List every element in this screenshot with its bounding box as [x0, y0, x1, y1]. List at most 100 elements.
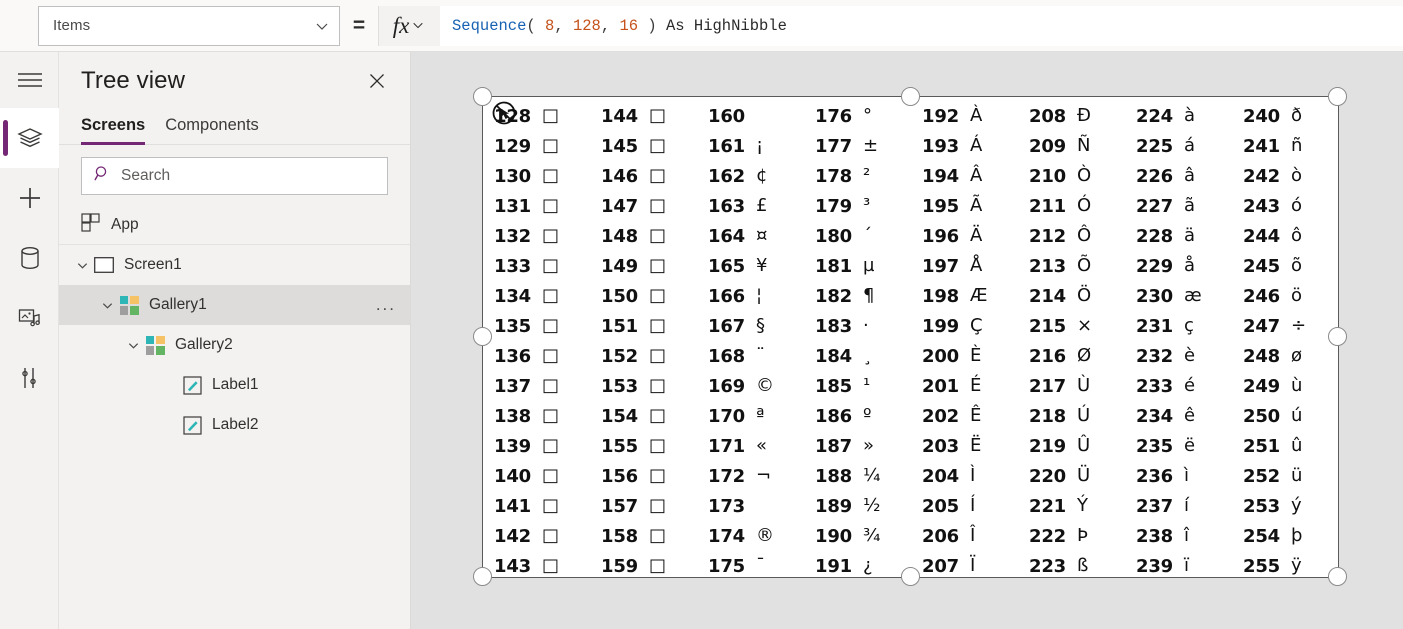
char-code: 152 — [601, 345, 638, 367]
char-glyph: À — [970, 105, 983, 126]
formula-token-pun: ( — [526, 16, 546, 35]
hamburger-menu-icon[interactable] — [0, 52, 59, 108]
tree-item-label2[interactable]: Label2 — [59, 405, 410, 445]
char-code: 168 — [708, 345, 745, 367]
char-code: 206 — [922, 525, 959, 547]
char-code: 181 — [815, 255, 852, 277]
handle-middle-left[interactable] — [473, 327, 492, 346]
char-column-240-255: 240 ð 241 ñ 242 ò 243 ó 244 ô 245 õ 246 ö 247 ÷ 248 ø 249 ù… — [1232, 97, 1338, 577]
char-row: 147 □ — [590, 191, 697, 221]
char-code: 254 — [1243, 525, 1280, 547]
database-data-icon[interactable] — [0, 228, 59, 288]
char-row: 217 Ù — [1018, 371, 1125, 401]
char-code: 223 — [1029, 555, 1066, 577]
more-options-icon[interactable]: ... — [375, 295, 396, 314]
char-row: 175 ¯ — [697, 551, 804, 577]
gallery1-control[interactable]: 128 □ 129 □ 130 □ 131 □ 132 □ 133 □ 134 □ 135 □ 136 □ 137 □… — [483, 97, 1338, 577]
char-glyph: Ë — [970, 435, 982, 456]
char-row: 168 ¨ — [697, 341, 804, 371]
search-placeholder: Search — [121, 167, 171, 184]
char-glyph: Ü — [1077, 465, 1091, 486]
char-glyph: □ — [542, 105, 560, 126]
char-code: 243 — [1243, 195, 1280, 217]
char-glyph: □ — [542, 255, 560, 276]
char-glyph: ¿ — [863, 555, 873, 576]
handle-top-right[interactable] — [1328, 87, 1347, 106]
char-row: 236 ì — [1125, 461, 1232, 491]
tree-item-app[interactable]: App — [59, 205, 410, 245]
layers-tree-icon[interactable] — [0, 108, 59, 168]
char-glyph: õ — [1291, 255, 1303, 276]
char-glyph: Ð — [1077, 105, 1091, 126]
handle-bottom-left[interactable] — [473, 567, 492, 586]
handle-bottom-right[interactable] — [1328, 567, 1347, 586]
handle-bottom-center[interactable] — [901, 567, 920, 586]
char-code: 156 — [601, 465, 638, 487]
char-row: 172 ¬ — [697, 461, 804, 491]
char-glyph: ü — [1291, 465, 1303, 486]
plus-insert-icon[interactable] — [0, 168, 59, 228]
char-row: 167 § — [697, 311, 804, 341]
search-input[interactable]: Search — [81, 157, 388, 195]
char-row: 158 □ — [590, 521, 697, 551]
tree-item-screen1[interactable]: Screen1 — [59, 245, 410, 285]
char-glyph: Ý — [1077, 495, 1088, 516]
tab-components[interactable]: Components — [165, 116, 259, 134]
tree-list: App Screen1 Gallery1... Gallery2 Label1 Label… — [59, 203, 410, 445]
char-glyph: □ — [542, 315, 560, 336]
char-row: 136 □ — [483, 341, 590, 371]
char-row: 165 ¥ — [697, 251, 804, 281]
char-code: 138 — [494, 405, 531, 427]
char-row: 197 Å — [911, 251, 1018, 281]
property-dropdown[interactable]: Items — [38, 5, 340, 46]
char-glyph: ¢ — [756, 165, 768, 186]
fx-expand-button[interactable]: fx — [378, 5, 440, 46]
char-row: 139 □ — [483, 431, 590, 461]
char-row: 251 û — [1232, 431, 1338, 461]
tree-item-label1[interactable]: Label1 — [59, 365, 410, 405]
formula-token-num: 128 — [572, 16, 601, 35]
char-glyph: Þ — [1077, 525, 1088, 546]
chevron-down-icon[interactable] — [122, 339, 144, 352]
char-code: 167 — [708, 315, 745, 337]
char-glyph: ª — [756, 405, 765, 426]
char-code: 242 — [1243, 165, 1280, 187]
close-icon[interactable] — [360, 64, 394, 98]
handle-top-center[interactable] — [901, 87, 920, 106]
char-row: 178 ² — [804, 161, 911, 191]
tree-item-gallery1[interactable]: Gallery1... — [59, 285, 410, 325]
char-code: 186 — [815, 405, 852, 427]
char-code: 214 — [1029, 285, 1066, 307]
char-glyph: □ — [542, 525, 560, 546]
char-row: 141 □ — [483, 491, 590, 521]
char-glyph: ¬ — [756, 465, 772, 486]
chevron-down-icon[interactable] — [71, 259, 93, 272]
char-code: 207 — [922, 555, 959, 577]
char-glyph: ´ — [863, 225, 872, 246]
char-column-128-143: 128 □ 129 □ 130 □ 131 □ 132 □ 133 □ 134 □ 135 □ 136 □ 137 □… — [483, 97, 590, 577]
char-row: 237 í — [1125, 491, 1232, 521]
chevron-down-icon — [412, 19, 426, 33]
char-glyph: ² — [863, 165, 871, 186]
tree-item-gallery2[interactable]: Gallery2 — [59, 325, 410, 365]
char-code: 199 — [922, 315, 959, 337]
char-code: 151 — [601, 315, 638, 337]
char-row: 173 — [697, 491, 804, 521]
char-glyph: ¾ — [863, 525, 881, 546]
media-icon[interactable] — [0, 288, 59, 348]
char-code: 240 — [1243, 105, 1280, 127]
char-code: 239 — [1136, 555, 1173, 577]
char-row: 162 ¢ — [697, 161, 804, 191]
tab-screens[interactable]: Screens — [81, 110, 146, 145]
char-glyph: □ — [649, 465, 667, 486]
left-icon-rail — [0, 52, 59, 629]
tools-advanced-icon[interactable] — [0, 348, 59, 408]
handle-middle-right[interactable] — [1328, 327, 1347, 346]
char-glyph: □ — [542, 435, 560, 456]
char-glyph: □ — [542, 135, 560, 156]
chevron-down-icon[interactable] — [96, 299, 118, 312]
char-row: 186 º — [804, 401, 911, 431]
handle-top-left[interactable] — [473, 87, 492, 106]
formula-input[interactable]: Sequence( 8, 128, 16 ) As HighNibble — [440, 5, 1403, 46]
char-code: 231 — [1136, 315, 1173, 337]
